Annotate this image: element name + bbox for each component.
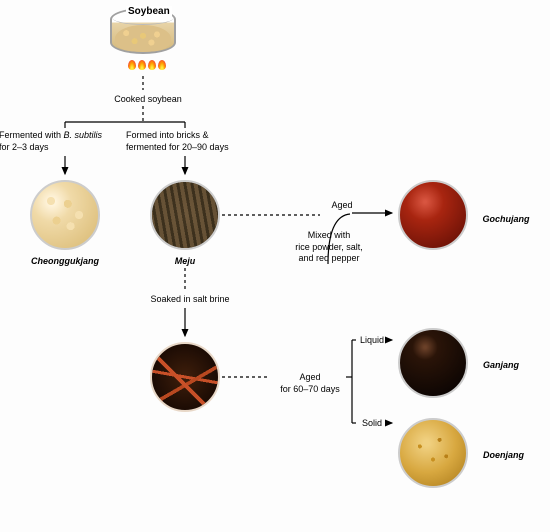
ganjang-label: Ganjang xyxy=(476,360,526,372)
brine-node xyxy=(150,342,220,412)
solid-label: Solid xyxy=(352,418,392,430)
gochujang-label: Gochujang xyxy=(476,214,536,226)
flames-icon xyxy=(128,58,166,70)
meju-node xyxy=(150,180,220,250)
liquid-label: Liquid xyxy=(352,335,392,347)
meju-label: Meju xyxy=(168,256,202,268)
mixed-label: Mixed withrice powder, salt,and red pepp… xyxy=(284,230,374,265)
cheonggukjang-label: Cheonggukjang xyxy=(20,256,110,268)
doenjang-label: Doenjang xyxy=(476,450,531,462)
aged1-label: Aged xyxy=(322,200,362,212)
soybean-title: Soybean xyxy=(126,6,172,17)
soybean-fill xyxy=(115,25,171,52)
formed-label: Formed into bricks &fermented for 20–90 … xyxy=(126,130,266,153)
ferment-subtilis-label: Fermented with B. subtilisfor 2–3 days xyxy=(0,130,129,153)
aged2-label: Agedfor 60–70 days xyxy=(270,372,350,395)
doenjang-node xyxy=(398,418,468,488)
gochujang-node xyxy=(398,180,468,250)
cooked-label: Cooked soybean xyxy=(108,94,188,106)
cheonggukjang-node xyxy=(30,180,100,250)
ganjang-node xyxy=(398,328,468,398)
soaked-label: Soaked in salt brine xyxy=(140,294,240,306)
